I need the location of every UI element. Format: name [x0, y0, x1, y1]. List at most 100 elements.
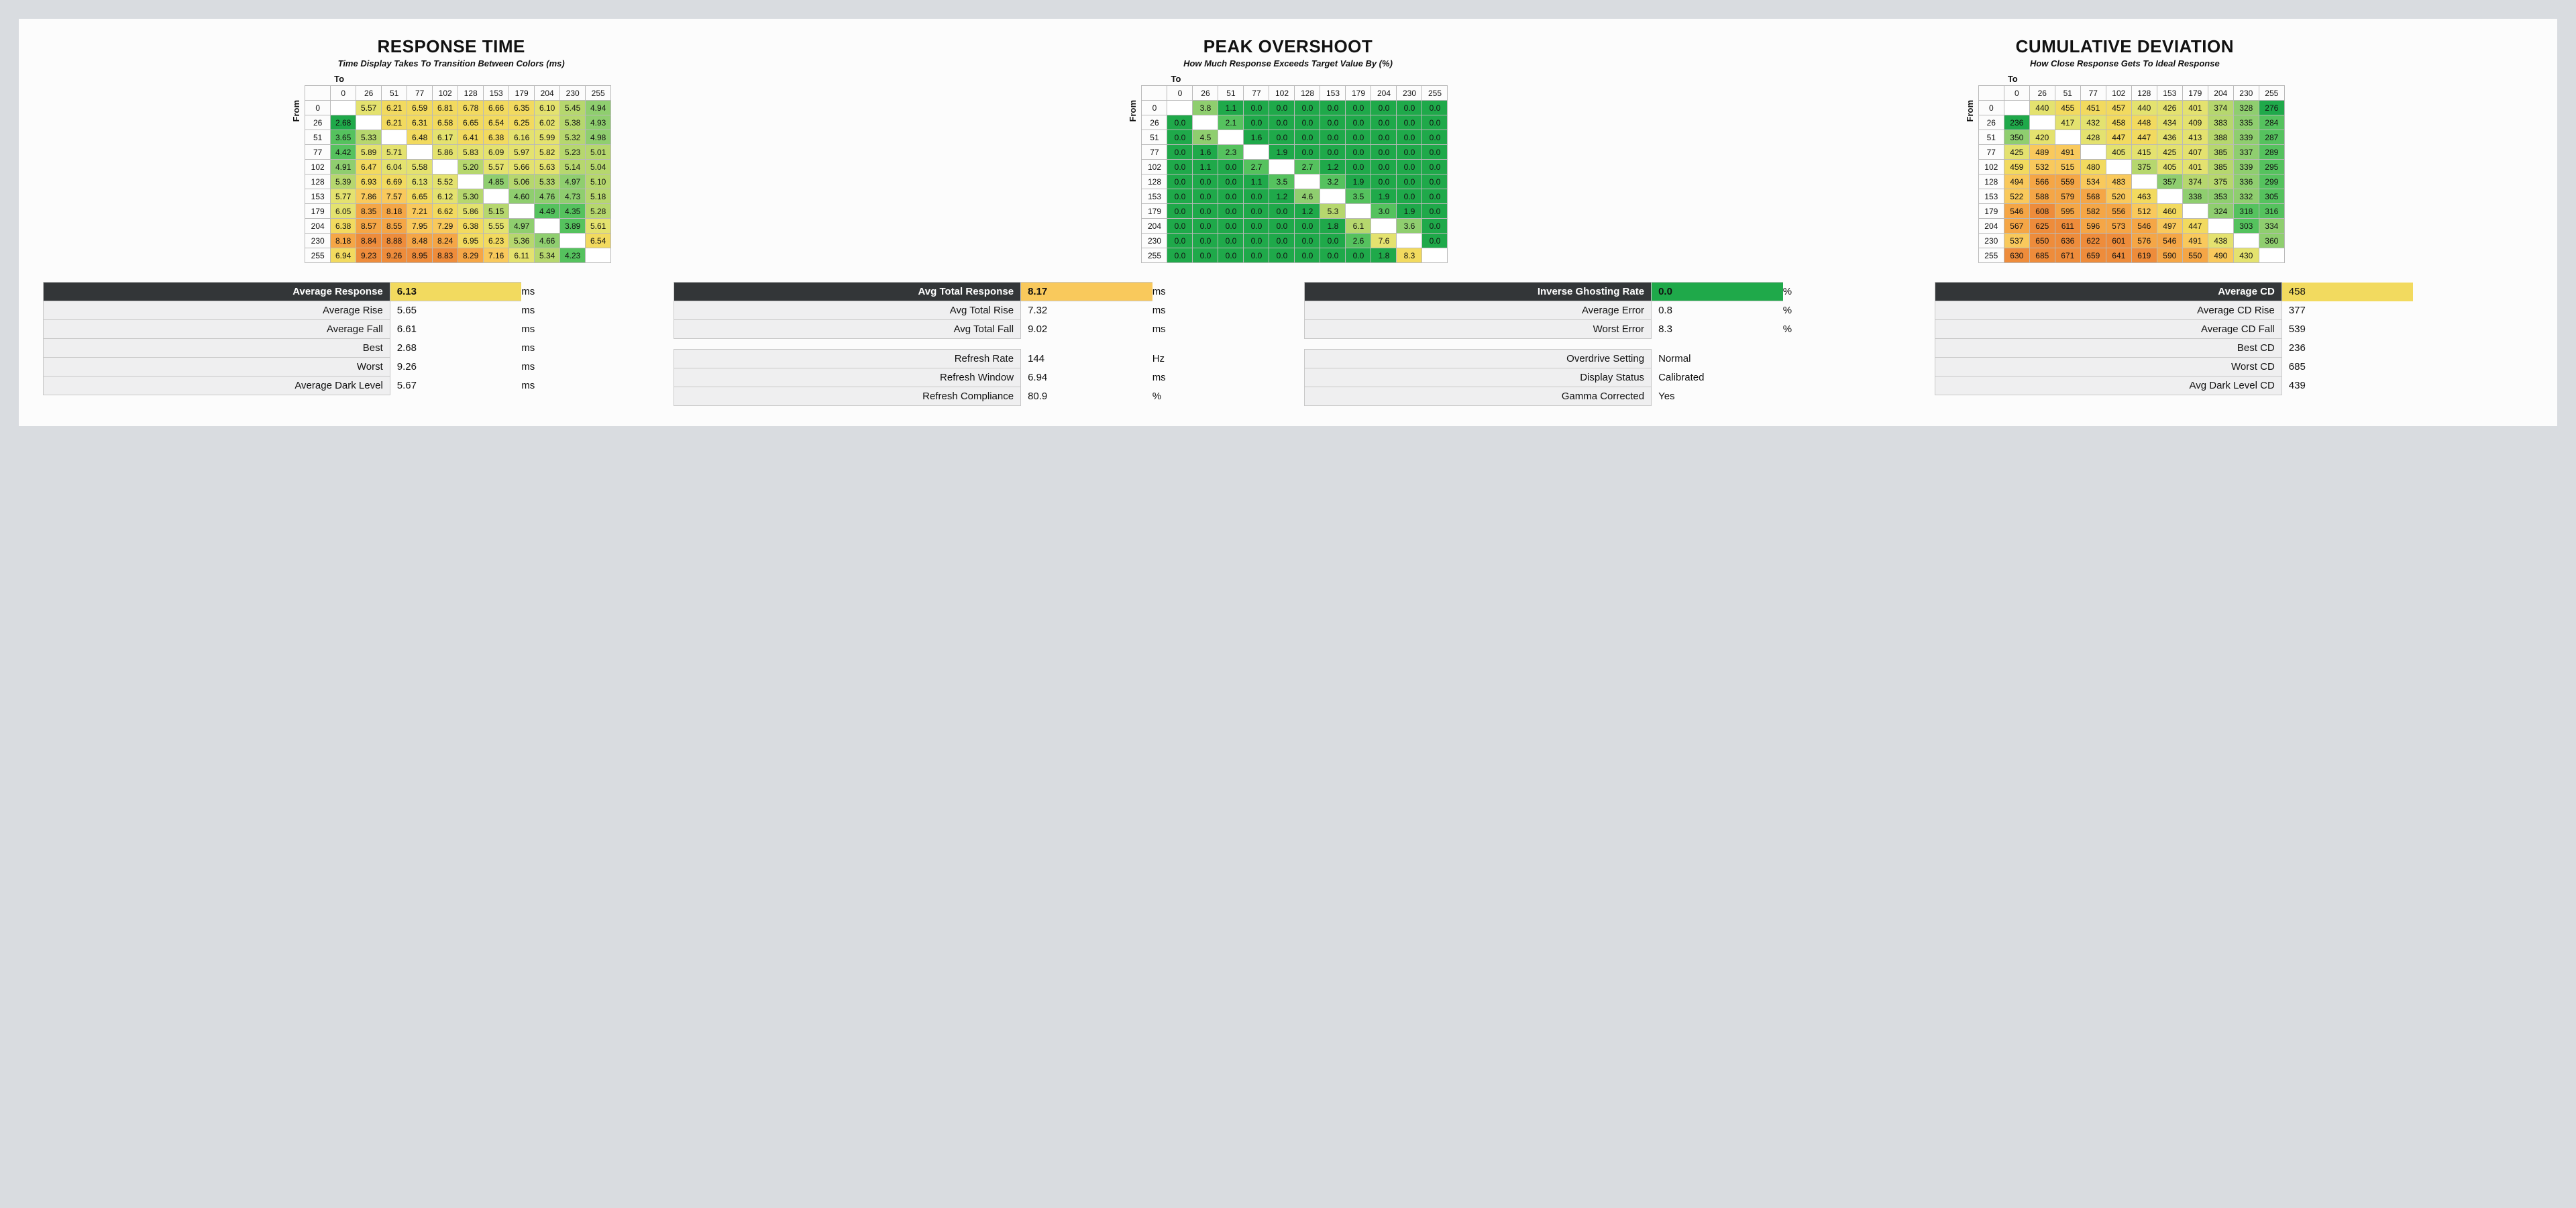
- heatmap-cell: 659: [2080, 248, 2106, 263]
- heatmap-cell: 4.23: [560, 248, 586, 263]
- heatmap-cell: 6.47: [356, 160, 382, 174]
- stat-value: 144: [1021, 350, 1152, 368]
- heatmap-cell: 480: [2080, 160, 2106, 174]
- heatmap-subtitle: How Much Response Exceeds Target Value B…: [1183, 58, 1393, 68]
- heatmap-cell: 375: [2131, 160, 2157, 174]
- heatmap-cell: 1.9: [1346, 174, 1371, 189]
- heatmap-cell: 6.16: [509, 130, 535, 145]
- axis-from-label: From: [1965, 100, 1978, 125]
- heatmap-cell: 1.1: [1244, 174, 1269, 189]
- row-header: 0: [1978, 101, 2004, 115]
- heatmap-cell: [509, 204, 535, 219]
- heatmap-cell: 353: [2208, 189, 2233, 204]
- row-header: 255: [1978, 248, 2004, 263]
- heatmap-cell: 405: [2106, 145, 2131, 160]
- heatmap-cell: 4.97: [509, 219, 535, 234]
- axis-from-label: From: [291, 100, 305, 125]
- heatmap-cell: 236: [2004, 115, 2029, 130]
- row-header: 230: [305, 234, 331, 248]
- heatmap-cell: 2.7: [1244, 160, 1269, 174]
- heatmap-cell: 0.0: [1193, 204, 1218, 219]
- stat-table: Average CD458Average CD Rise377Average C…: [1935, 282, 2533, 395]
- heatmap-cell: 0.0: [1320, 248, 1346, 263]
- heatmap-cell: 6.59: [407, 101, 433, 115]
- heatmap-cell: 490: [2208, 248, 2233, 263]
- heatmap-cell: 7.57: [382, 189, 407, 204]
- heatmap-cell: 0.0: [1167, 115, 1193, 130]
- heatmap-cell: 338: [2182, 189, 2208, 204]
- heatmap-cell: [1397, 234, 1422, 248]
- col-header: 102: [1269, 86, 1295, 101]
- heatmap-cell: 546: [2157, 234, 2182, 248]
- stat-unit: ms: [1152, 301, 1272, 320]
- heatmap-cell: 0.0: [1167, 204, 1193, 219]
- heatmap-cell: 5.20: [458, 160, 484, 174]
- stat-value: 0.0: [1652, 283, 1783, 301]
- heatmap-cell: 0.0: [1422, 204, 1448, 219]
- row-header: 51: [1142, 130, 1167, 145]
- heatmap-cell: 438: [2208, 234, 2233, 248]
- stat-label: Avg Total Fall: [674, 320, 1021, 339]
- row-header: 230: [1142, 234, 1167, 248]
- col-header: 153: [2157, 86, 2182, 101]
- heatmap-cell: 622: [2080, 234, 2106, 248]
- heatmap-cell: 0.0: [1244, 115, 1269, 130]
- heatmap-cell: 0.0: [1320, 145, 1346, 160]
- heatmap-cell: 6.09: [484, 145, 509, 160]
- heatmap-cell: 335: [2233, 115, 2259, 130]
- heatmap-cell: 0.0: [1295, 101, 1320, 115]
- heatmap-cell: 0.0: [1320, 234, 1346, 248]
- heatmap-cell: 5.18: [586, 189, 611, 204]
- heatmap-cell: 287: [2259, 130, 2284, 145]
- stat-label: Best: [44, 339, 390, 358]
- row-header: 204: [1142, 219, 1167, 234]
- heatmap-cell: 4.91: [331, 160, 356, 174]
- heatmap-cell: 420: [2029, 130, 2055, 145]
- stat-value: 685: [2282, 358, 2413, 376]
- stat-label: Inverse Ghosting Rate: [1305, 283, 1652, 301]
- heatmap-cell: 497: [2157, 219, 2182, 234]
- heatmap-cell: 339: [2233, 130, 2259, 145]
- heatmap-cell: 0.0: [1269, 204, 1295, 219]
- heatmap-cell: 532: [2029, 160, 2055, 174]
- heatmap-cell: 0.0: [1193, 219, 1218, 234]
- heatmap-cell: 0.0: [1269, 101, 1295, 115]
- heatmap-cell: 0.0: [1346, 160, 1371, 174]
- row-header: 51: [1978, 130, 2004, 145]
- heatmap-cell: 299: [2259, 174, 2284, 189]
- heatmap-cell: 0.0: [1193, 234, 1218, 248]
- heatmap-cell: 430: [2233, 248, 2259, 263]
- heatmap-cell: 1.8: [1320, 219, 1346, 234]
- heatmap-cell: 512: [2131, 204, 2157, 219]
- stat-value: Normal: [1652, 350, 1783, 368]
- heatmap-cell: 0.0: [1320, 101, 1346, 115]
- stat-unit: ms: [1152, 368, 1272, 387]
- heatmap-cell: 0.0: [1320, 115, 1346, 130]
- stat-value: 7.32: [1021, 301, 1152, 320]
- heatmap-subtitle: Time Display Takes To Transition Between…: [338, 58, 565, 68]
- stat-value: 539: [2282, 320, 2413, 339]
- row-header: 26: [1142, 115, 1167, 130]
- heatmap-cell: 0.0: [1422, 219, 1448, 234]
- heatmap-cell: 336: [2233, 174, 2259, 189]
- col-header: 0: [331, 86, 356, 101]
- col-header: 255: [586, 86, 611, 101]
- heatmap-cell: 0.0: [1193, 248, 1218, 263]
- heatmap-cell: [1167, 101, 1193, 115]
- col-header: 179: [1346, 86, 1371, 101]
- heatmap-cell: 328: [2233, 101, 2259, 115]
- heatmap-cell: 550: [2182, 248, 2208, 263]
- heatmap-cell: [560, 234, 586, 248]
- heatmap-cell: [2157, 189, 2182, 204]
- stat-value: 6.94: [1021, 368, 1152, 387]
- heatmap-cell: 0.0: [1422, 160, 1448, 174]
- heatmap-cell: 0.0: [1371, 145, 1397, 160]
- stat-label: Avg Dark Level CD: [1935, 376, 2282, 395]
- heatmap-cell: 582: [2080, 204, 2106, 219]
- stat-label: Worst Error: [1305, 320, 1652, 339]
- stat-label: Refresh Compliance: [674, 387, 1021, 406]
- stat-label: Avg Total Rise: [674, 301, 1021, 320]
- heatmap-cell: 0.0: [1346, 115, 1371, 130]
- heatmap-cell: 5.89: [356, 145, 382, 160]
- heatmap-cell: 1.1: [1193, 160, 1218, 174]
